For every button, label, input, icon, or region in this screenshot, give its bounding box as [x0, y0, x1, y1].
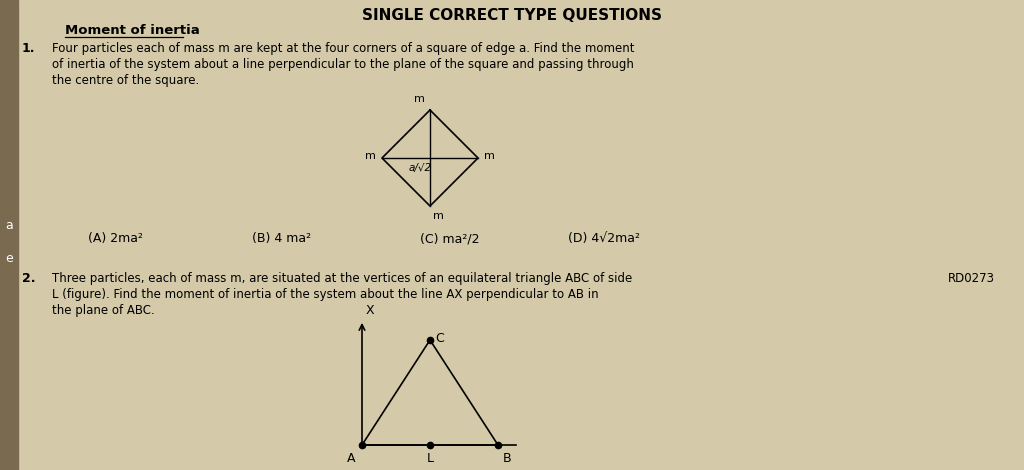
Text: L: L — [427, 452, 433, 465]
Text: m: m — [484, 151, 495, 161]
Text: e: e — [5, 251, 13, 265]
Text: L (figure). Find the moment of inertia of the system about the line AX perpendic: L (figure). Find the moment of inertia o… — [52, 288, 599, 301]
Text: (D) 4√2ma²: (D) 4√2ma² — [568, 232, 640, 245]
Text: Three particles, each of mass m, are situated at the vertices of an equilateral : Three particles, each of mass m, are sit… — [52, 272, 632, 285]
Text: a/√2: a/√2 — [409, 163, 431, 173]
Text: SINGLE CORRECT TYPE QUESTIONS: SINGLE CORRECT TYPE QUESTIONS — [362, 8, 662, 23]
Text: m: m — [366, 151, 376, 161]
Bar — [0, 0, 18, 470]
Text: the plane of ABC.: the plane of ABC. — [52, 304, 155, 317]
Text: 1.: 1. — [22, 42, 36, 55]
Text: B: B — [503, 452, 512, 465]
Text: A: A — [346, 452, 355, 465]
Text: RD0273: RD0273 — [948, 272, 995, 285]
Text: 2.: 2. — [22, 272, 36, 285]
Text: m: m — [433, 211, 443, 221]
Text: a: a — [5, 219, 13, 232]
Text: (B) 4 ma²: (B) 4 ma² — [252, 232, 311, 245]
Text: (C) ma²/2: (C) ma²/2 — [420, 232, 479, 245]
Text: of inertia of the system about a line perpendicular to the plane of the square a: of inertia of the system about a line pe… — [52, 58, 634, 71]
Text: Moment of inertia: Moment of inertia — [65, 24, 200, 37]
Text: m: m — [414, 94, 425, 104]
Text: C: C — [435, 331, 443, 345]
Text: the centre of the square.: the centre of the square. — [52, 74, 200, 87]
Text: (A) 2ma²: (A) 2ma² — [88, 232, 143, 245]
Text: Four particles each of mass m are kept at the four corners of a square of edge a: Four particles each of mass m are kept a… — [52, 42, 635, 55]
Text: X: X — [366, 304, 375, 317]
